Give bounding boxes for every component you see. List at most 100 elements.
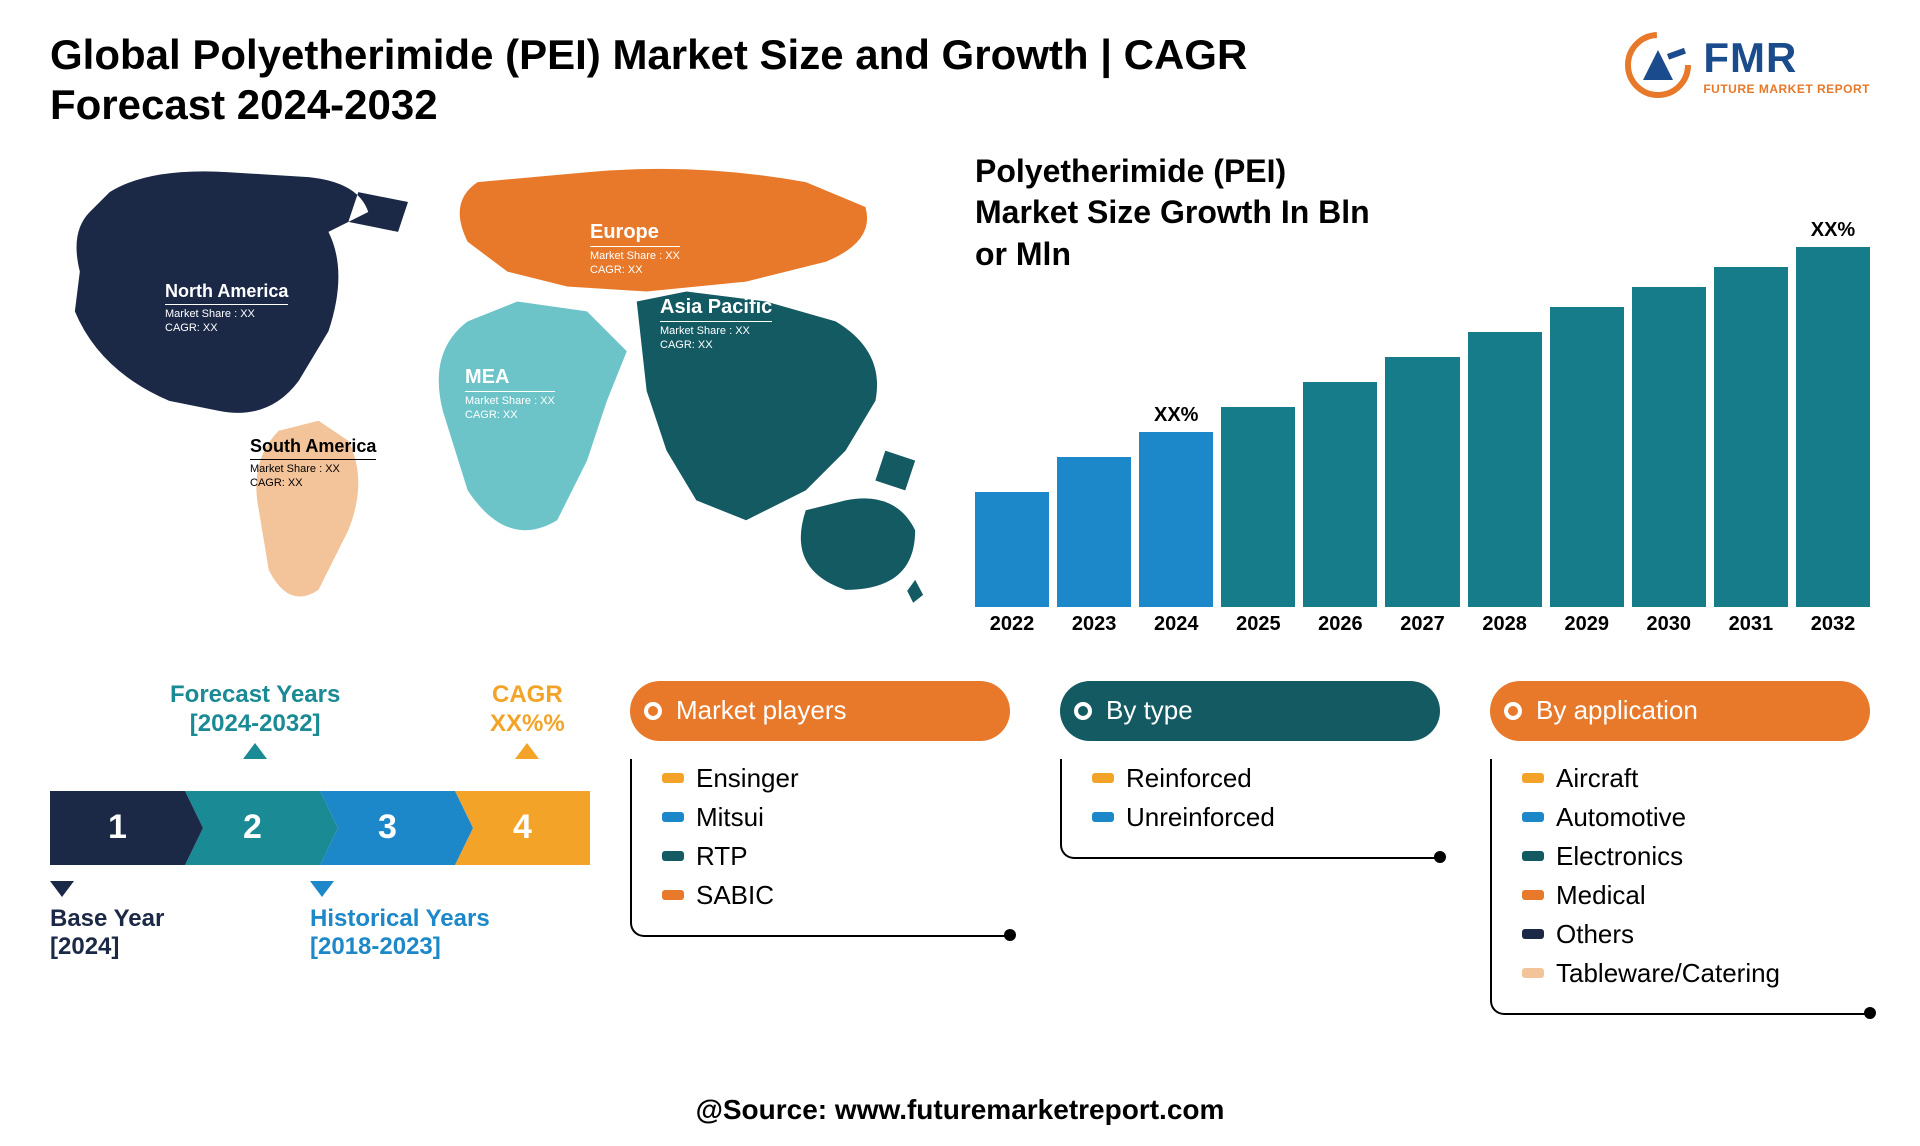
tick-icon: [1092, 773, 1114, 783]
chevron-arrow-icon: [185, 791, 203, 865]
info-column-by-application: By application Aircraft Automotive Electron…: [1490, 681, 1870, 1015]
info-column-market-players: Market players Ensinger Mitsui RTP SABIC: [630, 681, 1010, 1015]
bar-label-2022: 2022: [990, 613, 1035, 636]
hist-range: [2018-2023]: [310, 933, 441, 960]
region-stats: Market Share : XXCAGR: XX: [250, 459, 376, 491]
list-item: Reinforced: [1092, 759, 1430, 798]
forecast-range: [2024-2032]: [190, 710, 321, 737]
triangle-up-icon: [243, 743, 267, 759]
bar-label-2023: 2023: [1072, 613, 1117, 636]
source-attribution: @Source: www.futuremarketreport.com: [0, 1094, 1920, 1126]
bar-2027: [1385, 357, 1459, 607]
list-item-label: Reinforced: [1126, 763, 1252, 794]
tick-icon: [662, 812, 684, 822]
list-item-label: Mitsui: [696, 802, 764, 833]
bar-col-2031: 2031: [1714, 267, 1788, 636]
region-name: Asia Pacific: [660, 296, 772, 319]
tick-icon: [1522, 851, 1544, 861]
chevron-arrow-icon: [455, 791, 473, 865]
list-item: Tableware/Catering: [1522, 954, 1860, 993]
logo-brand-text: FMR: [1703, 34, 1870, 82]
historical-label: Historical Years [2018-2023]: [310, 876, 490, 962]
bar-col-2024: XX%2024: [1139, 432, 1213, 636]
bar-2026: [1303, 382, 1377, 607]
bar-col-2030: 2030: [1632, 287, 1706, 636]
info-list: Reinforced Unreinforced: [1060, 759, 1440, 859]
region-callout-south-america: South America Market Share : XXCAGR: XX: [250, 436, 376, 491]
list-item-label: Ensinger: [696, 763, 799, 794]
bar-col-2032: XX% 2032: [1796, 247, 1870, 636]
world-map: North America Market Share : XXCAGR: XXS…: [50, 151, 945, 621]
page-title: Global Polyetherimide (PEI) Market Size …: [50, 30, 1350, 131]
bar-2030: [1632, 287, 1706, 607]
list-item: Electronics: [1522, 837, 1860, 876]
bar-col-2029: 2029: [1550, 307, 1624, 636]
triangle-down-icon: [50, 881, 74, 897]
bar-annotation-2032: XX%: [1811, 219, 1855, 242]
region-callout-europe: Europe Market Share : XXCAGR: XX: [590, 221, 680, 278]
logo-icon: [1623, 30, 1693, 100]
timeline-region: Forecast Years [2024-2032] CAGR XX%% 123…: [50, 681, 590, 961]
list-item-label: Tableware/Catering: [1556, 958, 1780, 989]
bar-label-2028: 2028: [1482, 613, 1527, 636]
list-item-label: Automotive: [1556, 802, 1686, 833]
region-name: South America: [250, 436, 376, 457]
info-column-by-type: By type Reinforced Unreinforced: [1060, 681, 1440, 1015]
list-item-label: SABIC: [696, 880, 774, 911]
bar-2022: [975, 492, 1049, 607]
pill-heading-text: Market players: [676, 695, 847, 726]
list-item: SABIC: [662, 876, 1000, 915]
tick-icon: [1522, 812, 1544, 822]
bar-label-2032: 2032: [1811, 613, 1856, 636]
bar-2032: XX%: [1796, 247, 1870, 607]
shape-newzealand: [907, 580, 923, 603]
info-list: Aircraft Automotive Electronics Medical Othe…: [1490, 759, 1870, 1015]
bar-chart: 20222023XX%20242025202620272028202920302…: [975, 296, 1870, 636]
tick-icon: [1522, 929, 1544, 939]
region-stats: Market Share : XXCAGR: XX: [465, 391, 555, 423]
timeline-chevrons: 1234: [50, 791, 590, 865]
bar-label-2025: 2025: [1236, 613, 1281, 636]
list-item-label: Others: [1556, 919, 1634, 950]
tick-icon: [1092, 812, 1114, 822]
triangle-down-icon: [310, 881, 334, 897]
bar-col-2022: 2022: [975, 492, 1049, 636]
list-item: Ensinger: [662, 759, 1000, 798]
pill-heading: By type: [1060, 681, 1440, 741]
pill-heading-text: By application: [1536, 695, 1698, 726]
list-item-label: Aircraft: [1556, 763, 1638, 794]
bar-2023: [1057, 457, 1131, 607]
base-label-text: Base Year: [50, 905, 164, 932]
bar-label-2024: 2024: [1154, 613, 1199, 636]
tick-icon: [662, 890, 684, 900]
region-stats: Market Share : XXCAGR: XX: [165, 304, 288, 336]
bar-2029: [1550, 307, 1624, 607]
region-name: MEA: [465, 366, 555, 389]
cagr-value: XX%%: [490, 710, 565, 737]
pill-heading-text: By type: [1106, 695, 1193, 726]
pill-dot-icon: [1074, 702, 1092, 720]
list-item-label: Unreinforced: [1126, 802, 1275, 833]
pill-heading: Market players: [630, 681, 1010, 741]
region-callout-mea: MEA Market Share : XXCAGR: XX: [465, 366, 555, 423]
forecast-label: Forecast Years [2024-2032]: [170, 681, 340, 767]
region-stats: Market Share : XXCAGR: XX: [660, 321, 772, 353]
list-item-label: Medical: [1556, 880, 1646, 911]
list-item: Aircraft: [1522, 759, 1860, 798]
bar-2025: [1221, 407, 1295, 607]
cagr-label-text: CAGR: [492, 681, 563, 708]
region-stats: Market Share : XXCAGR: XX: [590, 246, 680, 278]
tick-icon: [1522, 968, 1544, 978]
bar-col-2027: 2027: [1385, 357, 1459, 636]
brand-logo: FMR FUTURE MARKET REPORT: [1623, 30, 1870, 100]
list-item-label: Electronics: [1556, 841, 1683, 872]
list-item: Others: [1522, 915, 1860, 954]
region-name: Europe: [590, 221, 680, 244]
cagr-label: CAGR XX%%: [490, 681, 565, 767]
bar-col-2028: 2028: [1468, 332, 1542, 636]
list-item: Automotive: [1522, 798, 1860, 837]
pill-heading: By application: [1490, 681, 1870, 741]
tick-icon: [662, 851, 684, 861]
logo-subtitle: FUTURE MARKET REPORT: [1703, 82, 1870, 96]
list-item: RTP: [662, 837, 1000, 876]
